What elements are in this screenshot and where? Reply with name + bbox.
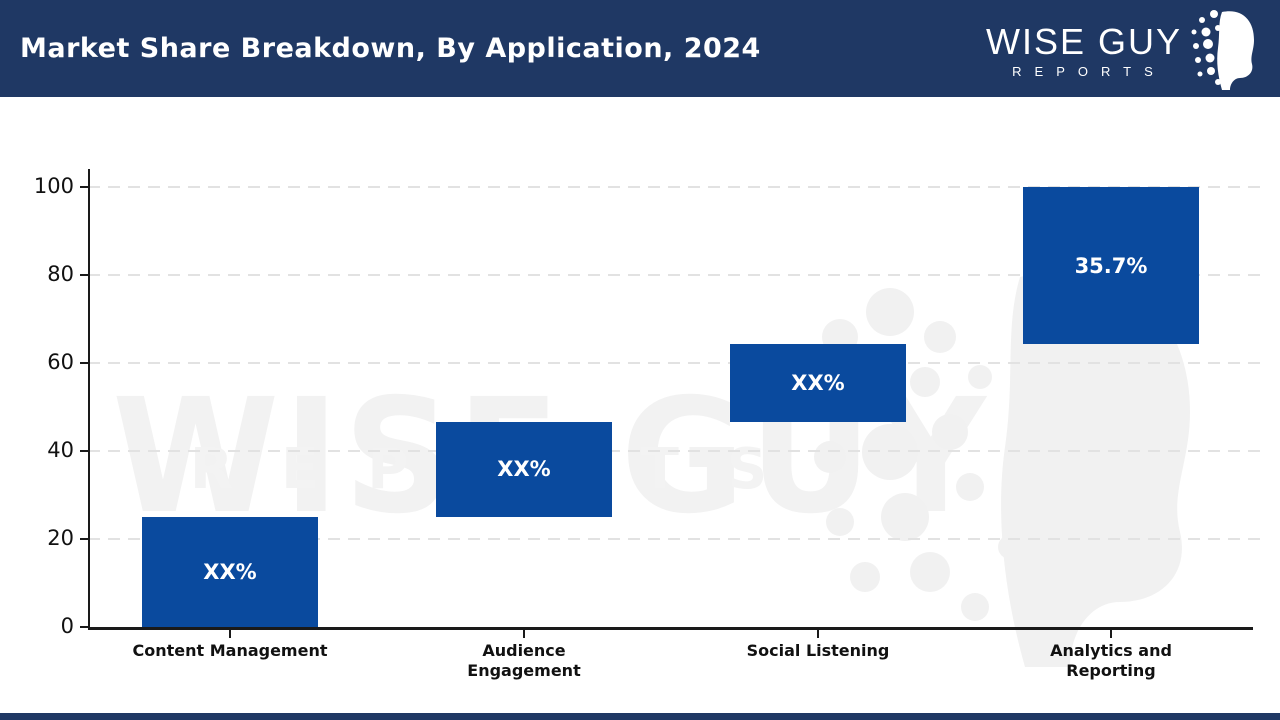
- chart-area: WISE GUY REPORTS 020406080100XX%Content …: [0, 97, 1280, 713]
- grid-line-40: [88, 450, 1262, 452]
- y-tick-mark-80: [80, 274, 88, 276]
- logo-text: WISE GUY REPORTS: [986, 22, 1182, 80]
- x-axis-line: [88, 627, 1253, 630]
- wiseguy-logo: WISE GUY REPORTS: [986, 6, 1258, 96]
- footer-bar: [0, 713, 1280, 720]
- grid-line-20: [88, 538, 1262, 540]
- x-category-label-line: Content Management: [132, 641, 328, 660]
- y-tick-mark-60: [80, 362, 88, 364]
- bar-value-label: XX%: [203, 560, 257, 584]
- y-tick-label-0: 0: [60, 614, 74, 638]
- x-tick-mark-3: [1110, 630, 1112, 638]
- x-category-label-line: Social Listening: [746, 641, 890, 660]
- y-tick-mark-40: [80, 450, 88, 452]
- x-category-label-line: Reporting: [1066, 661, 1156, 680]
- x-category-label: Social Listening: [688, 641, 948, 661]
- grid-line-60: [88, 362, 1262, 364]
- bar-value-label: 35.7%: [1074, 253, 1148, 278]
- y-tick-label-100: 100: [33, 174, 74, 198]
- bar-segment: 35.7%: [1023, 187, 1199, 345]
- y-axis-line: [88, 169, 90, 628]
- x-tick-mark-2: [817, 630, 819, 638]
- y-tick-label-60: 60: [47, 350, 74, 374]
- chart-title: Market Share Breakdown, By Application, …: [20, 33, 761, 64]
- y-tick-label-40: 40: [47, 438, 74, 462]
- logo-wordmark: WISE GUY: [985, 21, 1182, 62]
- header-bar: Market Share Breakdown, By Application, …: [0, 0, 1280, 97]
- x-category-label-line: Analytics and: [1050, 641, 1172, 660]
- logo-face-icon: [1184, 6, 1258, 96]
- y-tick-label-80: 80: [47, 262, 74, 286]
- logo-subtitle: REPORTS: [1012, 64, 1166, 79]
- y-tick-mark-20: [80, 538, 88, 540]
- x-category-label-line: Engagement: [467, 661, 581, 680]
- bar-value-label: XX%: [497, 457, 551, 482]
- bar-segment: XX%: [142, 517, 318, 627]
- y-tick-label-20: 20: [47, 526, 74, 550]
- grid-line-100: [88, 186, 1262, 188]
- y-tick-mark-100: [80, 186, 88, 188]
- x-tick-mark-1: [523, 630, 525, 638]
- bar-value-label: XX%: [791, 371, 845, 396]
- x-category-label-line: Audience: [482, 641, 566, 660]
- bar-segment: XX%: [436, 421, 612, 517]
- x-category-label: Content Management: [100, 641, 360, 661]
- bar-segment: XX%: [730, 344, 906, 422]
- y-tick-mark-0: [80, 626, 88, 628]
- x-tick-mark-0: [229, 630, 231, 638]
- x-category-label: Audience Engagement: [394, 641, 654, 681]
- grid-line-80: [88, 274, 1262, 276]
- x-category-label: Analytics and Reporting: [981, 641, 1241, 681]
